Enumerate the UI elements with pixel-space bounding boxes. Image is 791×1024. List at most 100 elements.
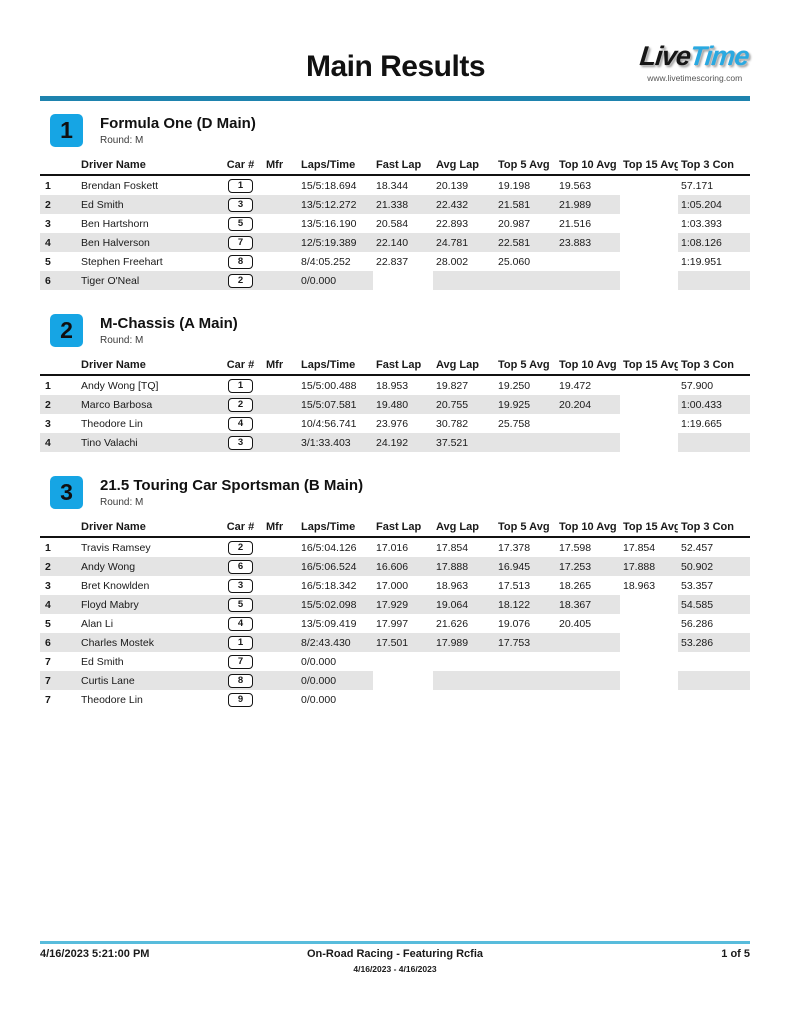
cell-top15: 17.854 <box>623 541 656 554</box>
cell-fast: 19.480 <box>373 395 433 414</box>
car-number-badge: 9 <box>228 692 253 707</box>
footer-page-number: 1 of 5 <box>721 948 750 960</box>
cell-top3: 56.286 <box>681 617 714 630</box>
cell-top3: 1:19.665 <box>681 417 722 430</box>
cell-mfr <box>263 595 298 614</box>
footer-timestamp: 4/16/2023 5:21:00 PM <box>40 948 150 960</box>
cell-top15 <box>620 195 678 214</box>
cell-avg: 24.781 <box>433 233 495 252</box>
cell-car: 3 <box>218 433 263 452</box>
cell-pos: 1 <box>45 541 51 554</box>
column-header: Fast Lap <box>373 521 433 538</box>
results-table: Driver Name Car # Mfr Laps/Time Fast Lap Avg … <box>40 521 750 709</box>
cell-laps: 16/5:18.342 <box>301 579 357 592</box>
cell-avg: 21.626 <box>436 617 469 630</box>
result-row: 7 Curtis Lane 8 0/0.000 <box>40 671 750 690</box>
cell-avg: 30.782 <box>436 417 469 430</box>
cell-mfr <box>263 576 298 595</box>
cell-avg: 22.432 <box>433 195 495 214</box>
cell-top10: 17.253 <box>556 557 620 576</box>
cell-laps: 16/5:06.524 <box>298 557 373 576</box>
cell-fast <box>373 690 433 709</box>
column-header: Avg Lap <box>433 159 495 176</box>
car-number-badge: 2 <box>228 397 253 412</box>
cell-top15 <box>620 433 678 452</box>
logo-time-word: Time <box>688 41 751 71</box>
cell-fast: 18.344 <box>376 179 409 192</box>
cell-laps: 12/5:19.389 <box>298 233 373 252</box>
cell-fast: 17.000 <box>376 579 409 592</box>
cell-laps: 3/1:33.403 <box>298 433 373 452</box>
car-number-badge: 8 <box>228 254 253 269</box>
race-section: 1 Formula One (D Main) Round: M Driver Name… <box>40 114 750 290</box>
report-footer: 4/16/2023 5:21:00 PM On-Road Racing - Fe… <box>40 941 750 974</box>
cell-avg: 19.827 <box>436 379 469 392</box>
cell-avg: 37.521 <box>433 433 495 452</box>
section-header: 2 M-Chassis (A Main) Round: M <box>40 314 750 347</box>
cell-fast: 21.338 <box>373 195 433 214</box>
result-row: 5 Stephen Freehart 8 8/4:05.252 22.837 28.002… <box>40 252 750 271</box>
cell-top15: 17.888 <box>620 557 678 576</box>
cell-mfr <box>263 414 298 433</box>
cell-top15 <box>620 614 678 633</box>
livetime-logo-text: LiveTime <box>638 41 751 71</box>
cell-fast: 18.953 <box>376 379 409 392</box>
cell-fast: 22.140 <box>373 233 433 252</box>
cell-top3: 1:05.204 <box>678 195 750 214</box>
cell-driver: Ben Hartshorn <box>81 217 149 230</box>
cell-driver: Charles Mostek <box>78 633 218 652</box>
cell-top15 <box>620 252 678 271</box>
column-header: Mfr <box>263 521 298 538</box>
cell-driver: Ed Smith <box>78 195 218 214</box>
car-number-badge: 4 <box>228 416 253 431</box>
section-number-badge: 3 <box>50 476 83 509</box>
footer-event-name: On-Road Racing - Featuring Rcfia <box>306 948 483 960</box>
cell-top3 <box>678 690 750 709</box>
cell-pos: 1 <box>45 179 51 192</box>
cell-fast <box>373 652 433 671</box>
column-header: Avg Lap <box>433 359 495 376</box>
car-number-badge: 2 <box>228 273 253 288</box>
section-number-badge: 2 <box>50 314 83 347</box>
cell-pos: 2 <box>40 195 78 214</box>
cell-mfr <box>263 233 298 252</box>
cell-mfr <box>263 557 298 576</box>
logo-live-word: Live <box>638 41 693 71</box>
section-titles: Formula One (D Main) Round: M <box>100 114 256 146</box>
cell-top10 <box>556 252 620 271</box>
cell-mfr <box>263 633 298 652</box>
cell-mfr <box>263 690 298 709</box>
cell-top10: 21.516 <box>559 217 592 230</box>
cell-driver: Alan Li <box>81 617 114 630</box>
cell-laps: 15/5:00.488 <box>301 379 357 392</box>
cell-car: 6 <box>218 557 263 576</box>
result-row: 1 Andy Wong [TQ] 1 15/5:00.488 18.953 19.827 1… <box>40 375 750 395</box>
cell-top3 <box>678 671 750 690</box>
cell-pos: 6 <box>40 633 78 652</box>
cell-car: 7 <box>218 652 263 671</box>
cell-pos: 1 <box>45 379 51 392</box>
cell-pos: 3 <box>45 579 51 592</box>
cell-driver: Ben Halverson <box>78 233 218 252</box>
cell-top3: 53.357 <box>681 579 714 592</box>
race-section: 2 M-Chassis (A Main) Round: M Driver Name Ca… <box>40 314 750 452</box>
cell-laps: 0/0.000 <box>301 693 337 706</box>
column-header-position <box>40 521 78 538</box>
cell-pos: 5 <box>45 617 51 630</box>
results-table: Driver Name Car # Mfr Laps/Time Fast Lap Avg … <box>40 159 750 290</box>
cell-top5 <box>495 271 556 290</box>
cell-avg: 17.854 <box>436 541 469 554</box>
cell-top5: 16.945 <box>495 557 556 576</box>
cell-mfr <box>263 395 298 414</box>
cell-mfr <box>263 214 298 233</box>
cell-top3: 54.585 <box>678 595 750 614</box>
cell-top5 <box>495 652 556 671</box>
cell-fast: 17.997 <box>376 617 409 630</box>
cell-top3: 57.900 <box>681 379 714 392</box>
cell-laps: 13/5:12.272 <box>298 195 373 214</box>
cell-top10: 21.989 <box>556 195 620 214</box>
column-header: Top 10 Avg <box>556 521 620 538</box>
footer-event-block: On-Road Racing - Featuring Rcfia 4/16/20… <box>262 948 528 974</box>
cell-top15 <box>620 375 678 395</box>
